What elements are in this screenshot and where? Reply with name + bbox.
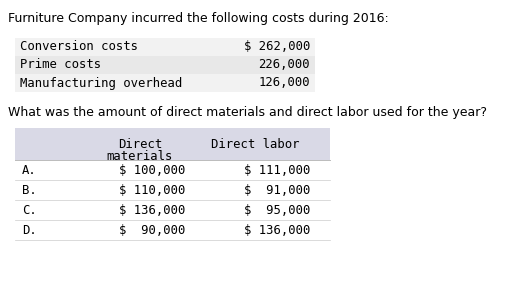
Text: Manufacturing overhead: Manufacturing overhead (20, 76, 182, 89)
Text: A.: A. (22, 164, 37, 177)
Text: C.: C. (22, 204, 37, 217)
Text: $ 136,000: $ 136,000 (244, 224, 310, 237)
Text: D.: D. (22, 224, 37, 237)
Text: $  95,000: $ 95,000 (244, 204, 310, 217)
Text: What was the amount of direct materials and direct labor used for the year?: What was the amount of direct materials … (8, 106, 487, 119)
Text: Direct labor: Direct labor (211, 138, 299, 151)
Bar (15, 74, 315, 92)
Text: 126,000: 126,000 (258, 76, 310, 89)
Bar (15, 56, 315, 74)
Text: $ 136,000: $ 136,000 (119, 204, 185, 217)
Text: $ 111,000: $ 111,000 (244, 164, 310, 177)
Bar (15, 38, 315, 56)
Text: Conversion costs: Conversion costs (20, 41, 138, 54)
Text: $ 100,000: $ 100,000 (119, 164, 185, 177)
Text: Prime costs: Prime costs (20, 58, 101, 72)
Text: $ 262,000: $ 262,000 (244, 41, 310, 54)
Text: B.: B. (22, 184, 37, 197)
Text: Furniture Company incurred the following costs during 2016:: Furniture Company incurred the following… (8, 12, 389, 25)
Text: materials: materials (107, 150, 173, 163)
Text: Direct: Direct (118, 138, 162, 151)
Text: 226,000: 226,000 (258, 58, 310, 72)
Text: $ 110,000: $ 110,000 (119, 184, 185, 197)
Text: $  91,000: $ 91,000 (244, 184, 310, 197)
Text: $  90,000: $ 90,000 (119, 224, 185, 237)
Bar (15, 128, 330, 160)
